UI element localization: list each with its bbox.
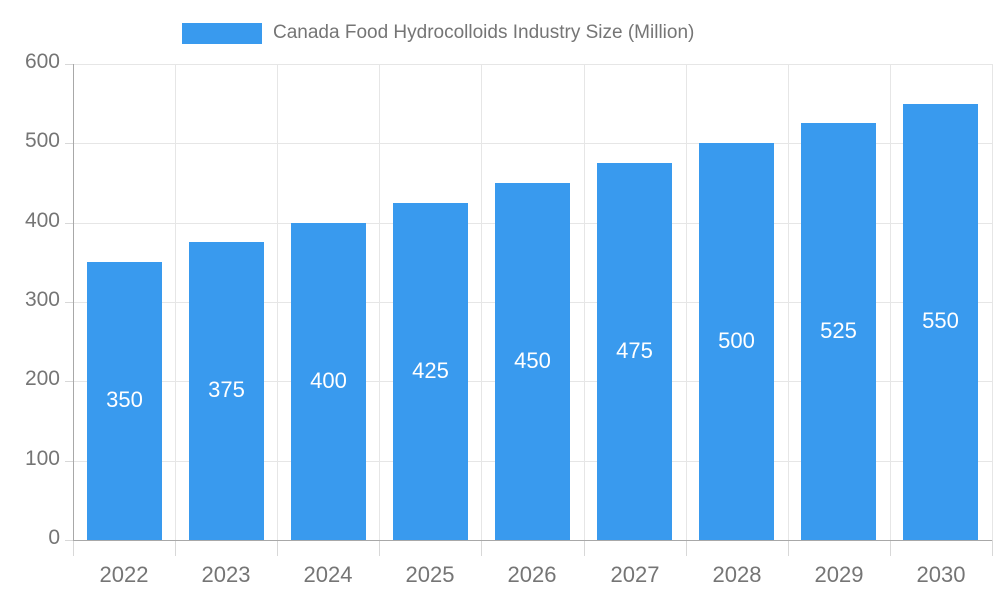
bar-value-label: 350 <box>106 387 143 412</box>
bar[interactable] <box>801 123 876 540</box>
bar[interactable] <box>699 143 774 540</box>
y-axis-line <box>73 64 74 540</box>
x-tick-label: 2026 <box>507 562 557 587</box>
bar-value-label: 500 <box>718 328 755 353</box>
y-tick <box>65 64 73 65</box>
y-tick-label: 100 <box>24 447 60 470</box>
bar[interactable] <box>393 203 468 540</box>
bar-value-label: 375 <box>208 377 245 402</box>
vertical-gridline <box>481 64 482 540</box>
x-tick-label: 2028 <box>712 562 762 587</box>
x-tick <box>992 540 993 556</box>
y-tick-label: 0 <box>48 526 60 549</box>
y-tick-label: 400 <box>24 209 60 232</box>
x-tick-label: 2022 <box>99 562 149 587</box>
x-tick <box>788 540 789 556</box>
bar-value-label: 425 <box>412 358 449 383</box>
x-tick-label: 2030 <box>916 562 966 587</box>
x-tick <box>379 540 380 556</box>
vertical-gridline <box>175 64 176 540</box>
legend-label: Canada Food Hydrocolloids Industry Size … <box>273 22 695 43</box>
x-axis-line <box>73 540 992 541</box>
y-tick <box>65 302 73 303</box>
y-tick-label: 500 <box>24 129 60 152</box>
bar-value-label: 550 <box>922 308 959 333</box>
y-tick <box>65 461 73 462</box>
horizontal-gridline <box>73 143 992 144</box>
x-tick <box>890 540 891 556</box>
vertical-gridline <box>686 64 687 540</box>
vertical-gridline <box>379 64 380 540</box>
x-tick <box>277 540 278 556</box>
bar[interactable] <box>597 163 672 540</box>
bar-value-label: 400 <box>310 368 347 393</box>
bar-value-label: 450 <box>514 348 551 373</box>
vertical-gridline <box>277 64 278 540</box>
x-tick <box>73 540 74 556</box>
vertical-gridline <box>584 64 585 540</box>
bar[interactable] <box>495 183 570 540</box>
y-tick-label: 600 <box>24 50 60 73</box>
y-tick <box>65 143 73 144</box>
y-tick <box>65 223 73 224</box>
bar[interactable] <box>87 262 162 540</box>
x-tick <box>481 540 482 556</box>
x-tick-label: 2023 <box>201 562 251 587</box>
vertical-gridline <box>992 64 993 540</box>
y-tick-label: 200 <box>24 367 60 390</box>
legend-swatch[interactable] <box>182 22 262 44</box>
bar[interactable] <box>291 223 366 540</box>
bar-value-label: 525 <box>820 318 857 343</box>
vertical-gridline <box>788 64 789 540</box>
x-tick <box>584 540 585 556</box>
x-tick-label: 2024 <box>303 562 353 587</box>
x-tick <box>686 540 687 556</box>
y-tick-label: 300 <box>24 288 60 311</box>
bar-value-label: 475 <box>616 338 653 363</box>
legend[interactable]: Canada Food Hydrocolloids Industry Size … <box>182 13 694 53</box>
y-tick <box>65 381 73 382</box>
x-tick-label: 2025 <box>405 562 455 587</box>
y-tick <box>65 540 73 541</box>
horizontal-gridline <box>73 64 992 65</box>
bar[interactable] <box>189 242 264 540</box>
bar[interactable] <box>903 104 978 540</box>
x-tick <box>175 540 176 556</box>
vertical-gridline <box>890 64 891 540</box>
x-tick-label: 2027 <box>610 562 660 587</box>
x-tick-label: 2029 <box>814 562 864 587</box>
